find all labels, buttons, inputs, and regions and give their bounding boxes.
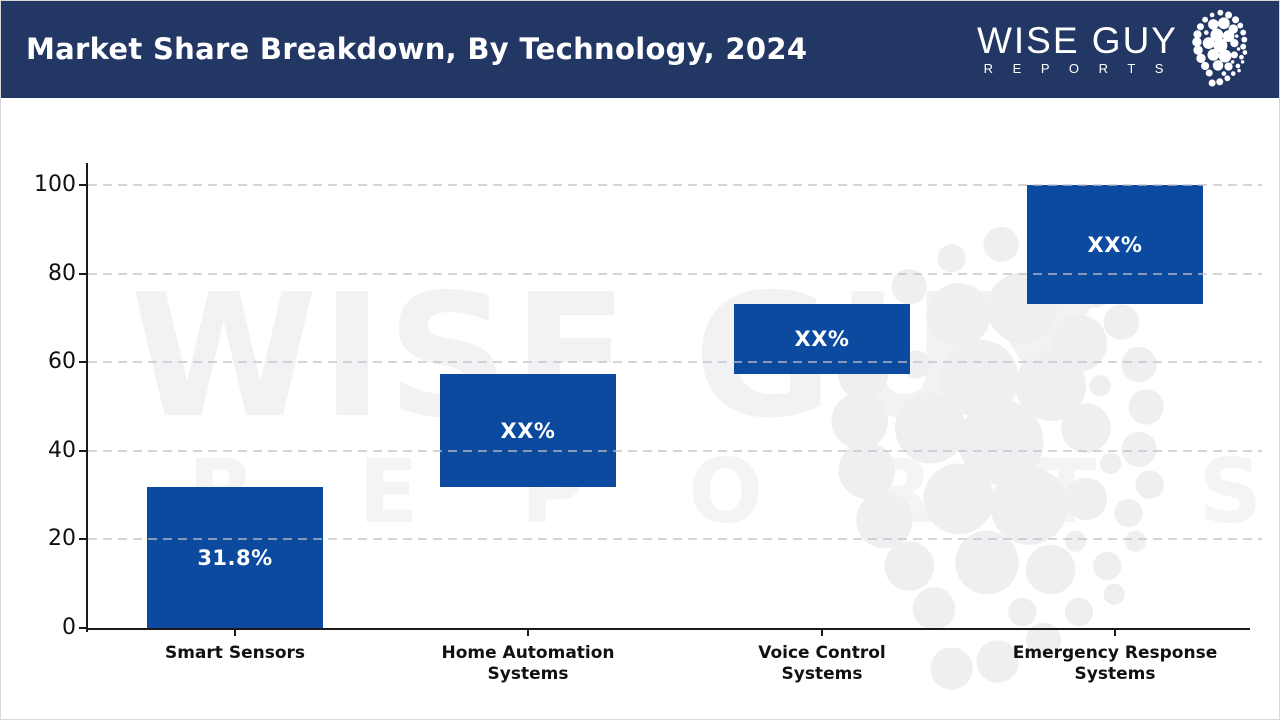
y-tick-label: 20	[48, 526, 76, 552]
gridline	[88, 538, 1262, 541]
brand-subtitle: R E P O R T S	[983, 61, 1172, 77]
bar-value-label: XX%	[1087, 232, 1143, 257]
dotted-head-logo-icon	[1192, 9, 1248, 87]
x-axis-line	[86, 628, 1250, 630]
bar: XX%	[1027, 185, 1203, 304]
bar: XX%	[734, 304, 910, 374]
bar-value-label: XX%	[794, 327, 850, 351]
x-tick-mark	[821, 630, 823, 636]
page-title: Market Share Breakdown, By Technology, 2…	[26, 32, 808, 66]
y-tick-label: 100	[34, 172, 76, 198]
brand-name: WISE GUY	[976, 20, 1178, 62]
bar: 31.8%	[147, 487, 323, 628]
y-tick-mark	[79, 538, 86, 541]
y-tick-label: 80	[48, 260, 76, 286]
x-category-label: Emergency Response Systems	[1012, 643, 1218, 684]
gridline	[88, 361, 1262, 364]
y-tick-mark	[79, 184, 86, 187]
y-tick-label: 40	[48, 437, 76, 463]
bar-value-label: XX%	[500, 418, 556, 443]
y-tick-mark	[79, 361, 86, 364]
brand-logo: WISE GUY R E P O R T S	[977, 8, 1254, 90]
gridline	[88, 272, 1262, 275]
y-axis-line	[86, 163, 88, 632]
x-tick-mark	[234, 630, 236, 636]
x-category-label: Home Automation Systems	[441, 643, 615, 684]
bar: XX%	[440, 374, 616, 487]
gridline	[88, 184, 1262, 187]
y-tick-mark	[79, 449, 86, 452]
y-tick-label: 0	[62, 615, 76, 640]
y-tick-label: 60	[48, 349, 76, 375]
header-bar: Market Share Breakdown, By Technology, 2…	[0, 0, 1280, 98]
x-category-label: Voice Control Systems	[758, 643, 886, 684]
y-tick-mark	[79, 627, 86, 629]
gridline	[88, 449, 1262, 452]
x-tick-mark	[1114, 630, 1116, 636]
plot-area: 31.8% XX% XX% XX%	[88, 163, 1262, 628]
x-category-label: Smart Sensors	[164, 643, 306, 663]
bar-value-label: 31.8%	[197, 545, 273, 570]
x-tick-mark	[527, 630, 529, 636]
y-tick-mark	[79, 272, 86, 275]
brand-logo-text: WISE GUY R E P O R T S	[976, 20, 1178, 77]
